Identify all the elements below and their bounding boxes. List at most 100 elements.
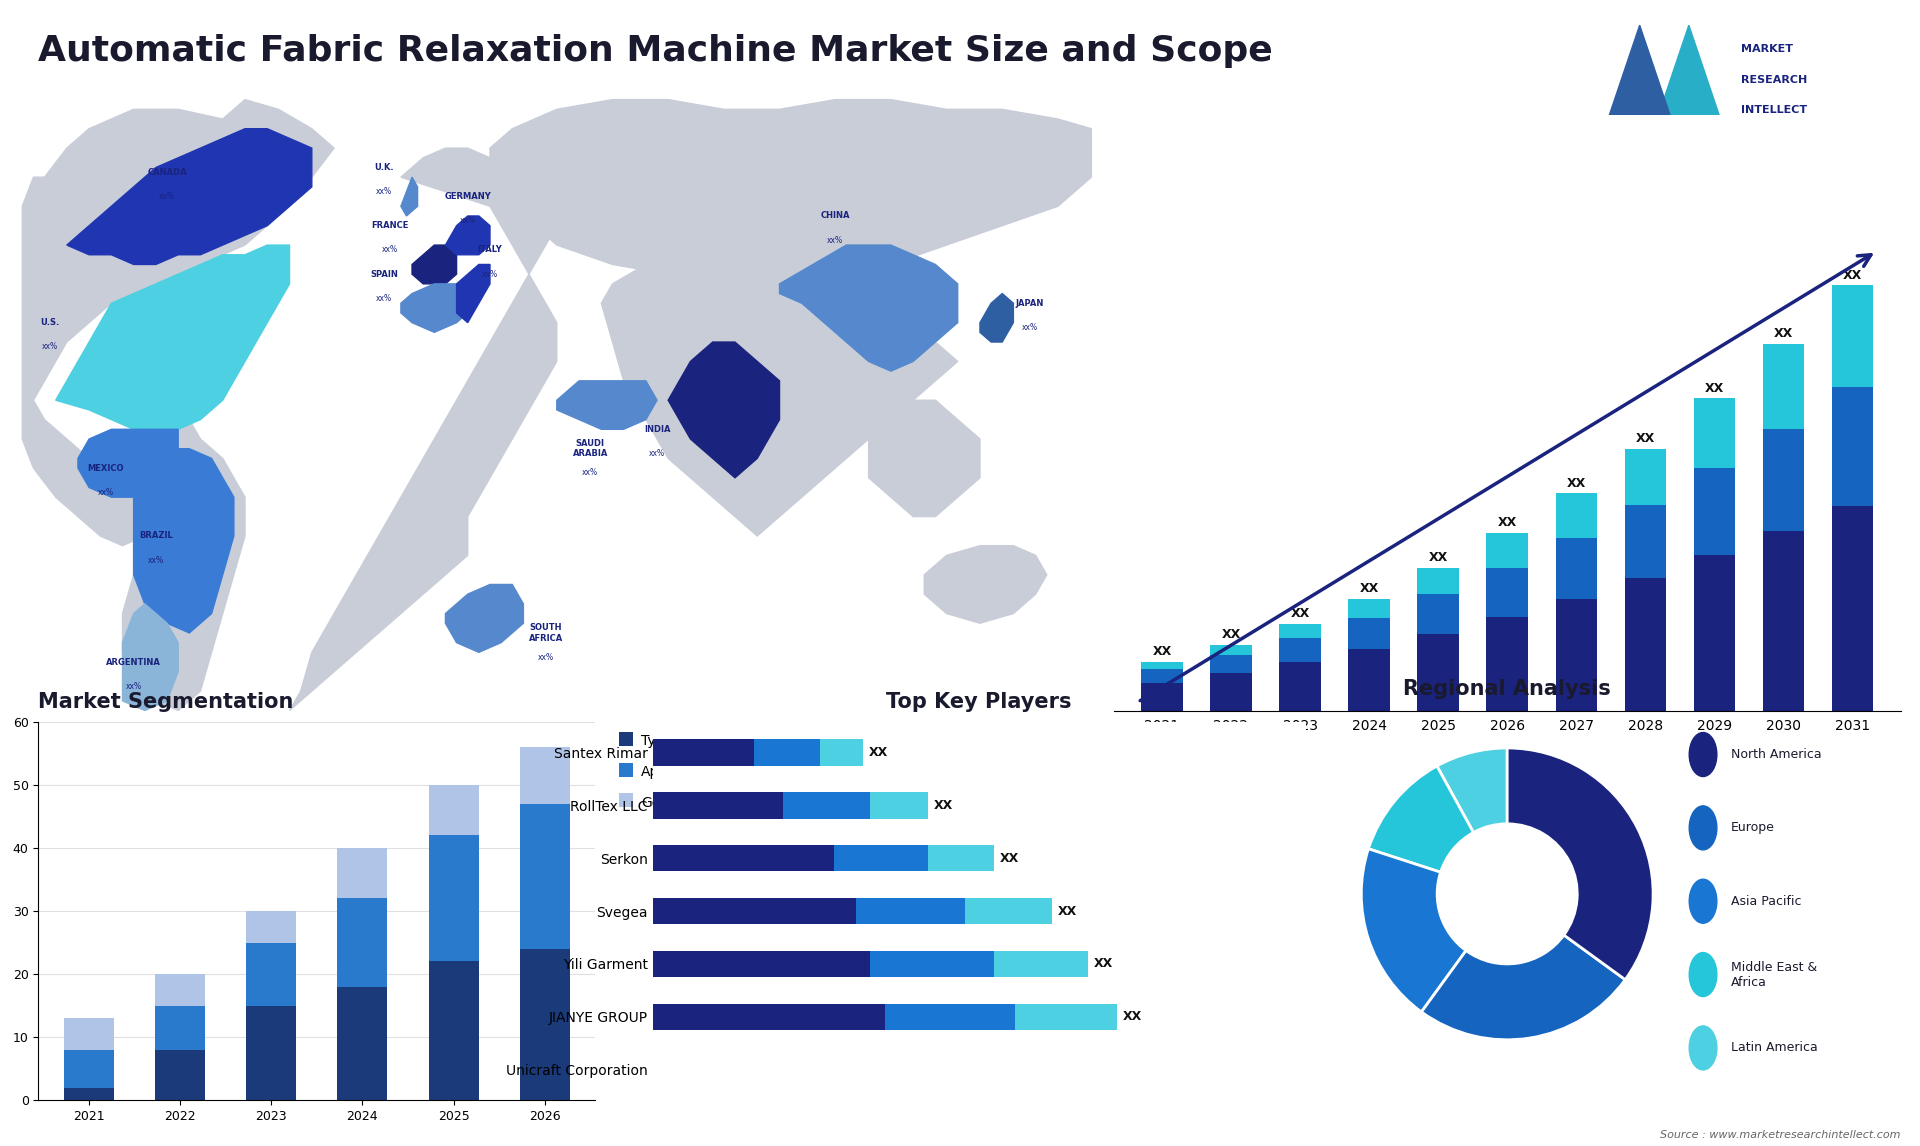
Bar	[1210, 645, 1252, 654]
Bar	[1348, 649, 1390, 711]
Bar	[1486, 567, 1528, 617]
Bar	[1140, 668, 1183, 683]
Text: SOUTH
AFRICA: SOUTH AFRICA	[528, 623, 563, 643]
Text: U.S.: U.S.	[40, 319, 60, 327]
Bar	[338, 987, 388, 1100]
Text: XX: XX	[1123, 1011, 1142, 1023]
Bar	[246, 1006, 296, 1100]
Bar	[1279, 637, 1321, 661]
Text: Asia Pacific: Asia Pacific	[1730, 895, 1801, 908]
Bar	[1763, 532, 1805, 711]
Bar	[1832, 387, 1874, 507]
Bar	[964, 897, 1052, 925]
Text: xx%: xx%	[42, 343, 58, 352]
Text: BRAZIL: BRAZIL	[138, 532, 173, 541]
Text: XX: XX	[1843, 268, 1862, 282]
Text: INDIA: INDIA	[643, 425, 670, 434]
Text: RESEARCH: RESEARCH	[1741, 74, 1807, 85]
Bar	[428, 785, 478, 835]
Bar	[1140, 683, 1183, 711]
Polygon shape	[868, 400, 979, 517]
Polygon shape	[401, 284, 468, 332]
Text: xx%: xx%	[125, 682, 142, 691]
Bar	[1140, 661, 1183, 668]
Text: SAUDI
ARABIA: SAUDI ARABIA	[572, 439, 609, 458]
Bar	[653, 897, 856, 925]
Polygon shape	[123, 604, 179, 711]
Bar	[1486, 617, 1528, 711]
Text: U.K.: U.K.	[374, 163, 394, 172]
Text: xx%: xx%	[538, 653, 553, 661]
Text: Source : www.marketresearchintellect.com: Source : www.marketresearchintellect.com	[1661, 1130, 1901, 1140]
Text: xx%: xx%	[376, 293, 392, 303]
Text: XX: XX	[1290, 607, 1309, 620]
Bar	[1693, 469, 1736, 555]
Polygon shape	[924, 545, 1046, 623]
Polygon shape	[67, 128, 311, 265]
Text: xx%: xx%	[828, 236, 843, 245]
Text: xx%: xx%	[1021, 323, 1039, 332]
Bar	[653, 845, 833, 871]
Wedge shape	[1361, 849, 1467, 1012]
Text: Automatic Fabric Relaxation Machine Market Size and Scope: Automatic Fabric Relaxation Machine Mark…	[38, 34, 1273, 69]
Text: XX: XX	[1428, 551, 1448, 564]
Polygon shape	[56, 245, 290, 430]
Text: XX: XX	[1359, 582, 1379, 595]
Bar	[929, 845, 995, 871]
Bar	[653, 792, 783, 818]
Bar	[1763, 344, 1805, 429]
Bar	[1279, 623, 1321, 637]
Bar	[1693, 399, 1736, 469]
Bar	[820, 739, 864, 766]
Bar	[1624, 578, 1667, 711]
Bar	[63, 1088, 113, 1100]
Bar	[1555, 494, 1597, 539]
Text: GERMANY: GERMANY	[444, 193, 492, 201]
Bar	[520, 949, 570, 1100]
Text: Latin America: Latin America	[1730, 1042, 1818, 1054]
Wedge shape	[1507, 748, 1653, 980]
Text: XX: XX	[935, 799, 954, 811]
Polygon shape	[490, 100, 1091, 284]
Polygon shape	[557, 380, 657, 430]
Polygon shape	[445, 584, 524, 652]
Bar	[1555, 539, 1597, 598]
Legend: Type, Application, Geography: Type, Application, Geography	[612, 729, 724, 815]
Text: XX: XX	[1567, 477, 1586, 490]
Bar	[63, 1050, 113, 1088]
Text: Market Segmentation: Market Segmentation	[38, 692, 294, 712]
Bar	[1417, 634, 1459, 711]
Bar	[1417, 595, 1459, 634]
Bar	[1417, 567, 1459, 595]
Text: xx%: xx%	[649, 449, 664, 458]
Bar	[156, 1006, 205, 1050]
Bar	[995, 951, 1089, 978]
Bar	[833, 845, 929, 871]
Bar	[156, 974, 205, 1006]
Text: XX: XX	[1498, 517, 1517, 529]
Bar	[1832, 507, 1874, 711]
Text: North America: North America	[1730, 748, 1822, 761]
Bar	[653, 1004, 885, 1030]
Bar	[1486, 533, 1528, 567]
Bar	[338, 848, 388, 898]
Bar	[428, 835, 478, 961]
Text: INTELLECT: INTELLECT	[1741, 105, 1807, 115]
Bar	[755, 739, 820, 766]
Bar	[1279, 661, 1321, 711]
Bar	[1763, 429, 1805, 532]
Text: XX: XX	[1000, 851, 1020, 865]
Text: Europe: Europe	[1730, 822, 1774, 834]
Text: XX: XX	[1058, 904, 1077, 918]
Text: xx%: xx%	[159, 193, 175, 201]
Bar	[870, 951, 995, 978]
Text: MEXICO: MEXICO	[88, 464, 125, 472]
Circle shape	[1690, 806, 1716, 850]
Polygon shape	[123, 419, 246, 711]
Bar	[246, 942, 296, 1006]
Text: CHINA: CHINA	[820, 212, 851, 220]
Polygon shape	[23, 100, 334, 545]
Polygon shape	[413, 245, 457, 284]
Text: ITALY: ITALY	[478, 245, 503, 254]
Bar	[653, 951, 870, 978]
